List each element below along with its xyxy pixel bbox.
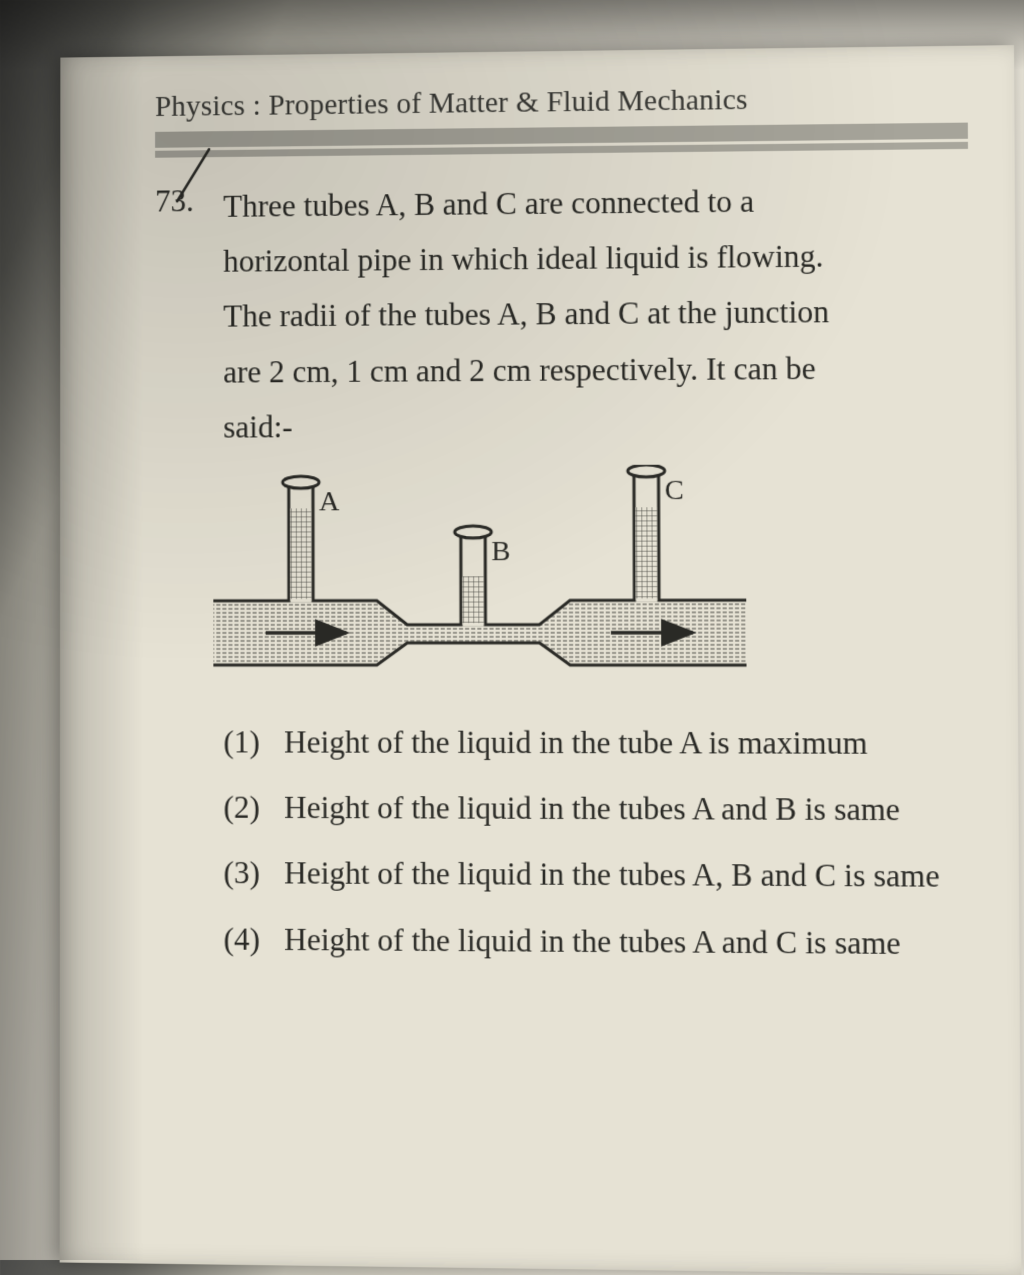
option-number: (3) [224, 845, 274, 901]
question-stem: Three tubes A, B and C are connected to … [223, 171, 970, 454]
header-rule [155, 123, 968, 158]
stem-line: The radii of the tubes A, B and C at the… [223, 283, 969, 344]
venturi-diagram: A B C [205, 464, 755, 694]
question-number-text: 73. [155, 183, 194, 218]
chapter-header: Physics : Properties of Matter & Fluid M… [155, 81, 968, 124]
options-list: (1) Height of the liquid in the tube A i… [223, 714, 972, 971]
option-text: Height of the liquid in the tube A is ma… [284, 714, 972, 771]
option-text: Height of the liquid in the tubes A and … [284, 780, 972, 838]
option-text: Height of the liquid in the tubes A, B a… [284, 846, 972, 905]
option-1: (1) Height of the liquid in the tube A i… [223, 714, 971, 771]
option-4: (4) Height of the liquid in the tubes A … [224, 911, 973, 972]
chapter-title: Physics : Properties of Matter & Fluid M… [155, 81, 968, 124]
stem-line: said:- [223, 395, 969, 454]
option-number: (2) [223, 780, 273, 836]
question-block: 73. Three tubes A, B and C are connected… [155, 171, 973, 982]
question-number: 73. [155, 179, 201, 976]
option-text: Height of the liquid in the tubes A and … [284, 911, 973, 971]
stem-line: Three tubes A, B and C are connected to … [223, 171, 968, 234]
stem-line: are 2 cm, 1 cm and 2 cm respectively. It… [223, 339, 969, 399]
option-3: (3) Height of the liquid in the tubes A,… [224, 845, 973, 904]
svg-text:A: A [319, 486, 339, 517]
option-2: (2) Height of the liquid in the tubes A … [223, 780, 971, 838]
question-body: Three tubes A, B and C are connected to … [223, 171, 973, 982]
option-number: (4) [224, 911, 275, 967]
venturi-svg: A B C [205, 464, 755, 677]
svg-text:C: C [665, 475, 684, 506]
svg-text:B: B [491, 536, 510, 567]
textbook-page: Physics : Properties of Matter & Fluid M… [60, 45, 1022, 1275]
option-number: (1) [223, 714, 273, 770]
stem-line: horizontal pipe in which ideal liquid is… [223, 227, 969, 289]
